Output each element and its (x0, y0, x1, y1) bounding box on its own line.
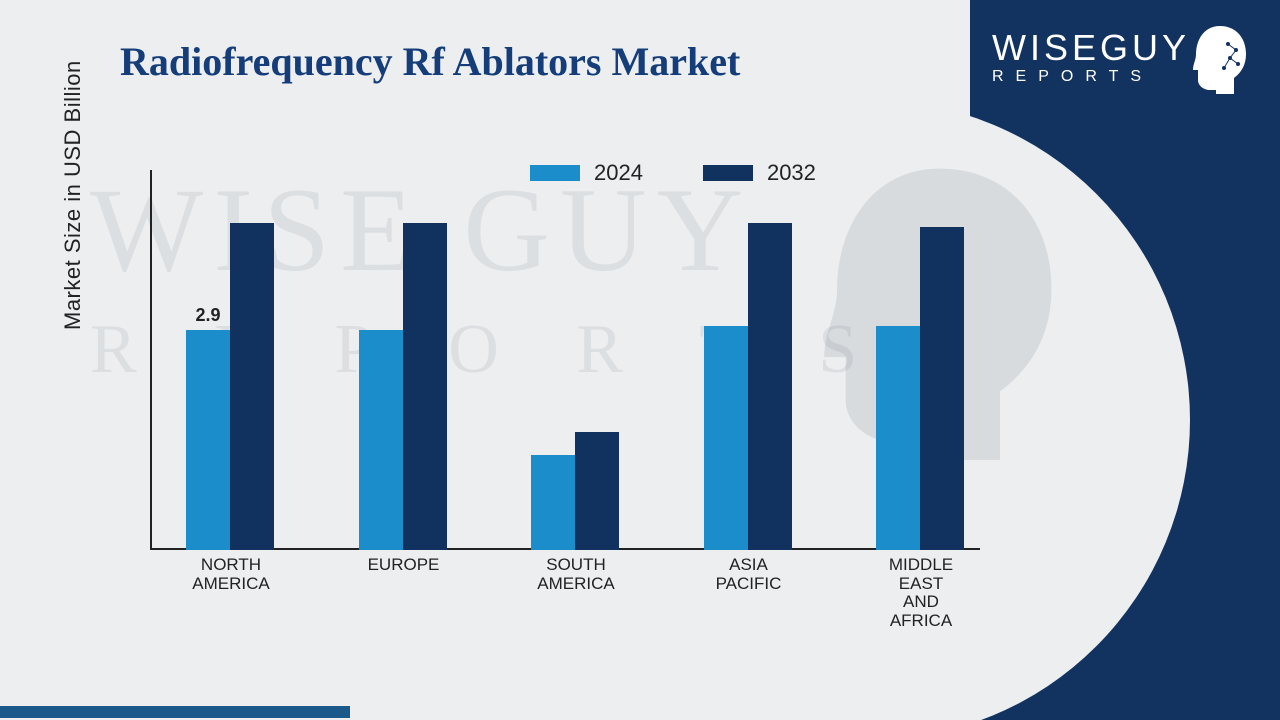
plot-area: 2024 2032 2.9 NORTH AMERICAEUROPESOUTH A… (100, 160, 980, 610)
x-axis-labels: NORTH AMERICA EUROPE SOUTH AMERICA ASIA PAC… (166, 552, 986, 610)
bar-group (511, 170, 641, 550)
category-label: EUROPE (339, 552, 469, 610)
bar-2032 (920, 227, 964, 550)
category-label: NORTH AMERICA (166, 552, 296, 610)
y-axis-label: Market Size in USD Billion (60, 60, 86, 330)
chart-area: Market Size in USD Billion 2024 2032 2.9… (60, 160, 990, 700)
bar-2032 (575, 432, 619, 550)
bar-2032 (230, 223, 274, 550)
category-label: MIDDLE EAST AND AFRICA (856, 552, 986, 610)
category-label: ASIA PACIFIC (684, 552, 814, 610)
bar-2032 (748, 223, 792, 550)
bar-2024 (876, 326, 920, 550)
bar-group: 2.9 (166, 170, 296, 550)
bar-group (684, 170, 814, 550)
bar-groups: 2.9 (166, 170, 986, 550)
bar-2024 (531, 455, 575, 550)
brand-logo: WISEGUY REPORTS (980, 24, 1250, 94)
footer-accent-bar (0, 706, 350, 718)
bar-value-label: 2.9 (178, 305, 238, 326)
chart-canvas: WISEGUY REPORTS WISE GUY R E P O R T S R… (0, 0, 1280, 720)
bar-2024 (704, 326, 748, 550)
bar-group (856, 170, 986, 550)
bar-2024 (359, 330, 403, 550)
bar-2032 (403, 223, 447, 550)
brand-name-line1: WISEGUY (992, 30, 1190, 66)
bar-group (339, 170, 469, 550)
bar-2024 (186, 330, 230, 550)
y-axis-line (150, 170, 152, 550)
head-icon (1190, 24, 1250, 94)
category-label: SOUTH AMERICA (511, 552, 641, 610)
brand-name-line2: REPORTS (992, 66, 1190, 88)
chart-title: Radiofrequency Rf Ablators Market (120, 38, 740, 85)
